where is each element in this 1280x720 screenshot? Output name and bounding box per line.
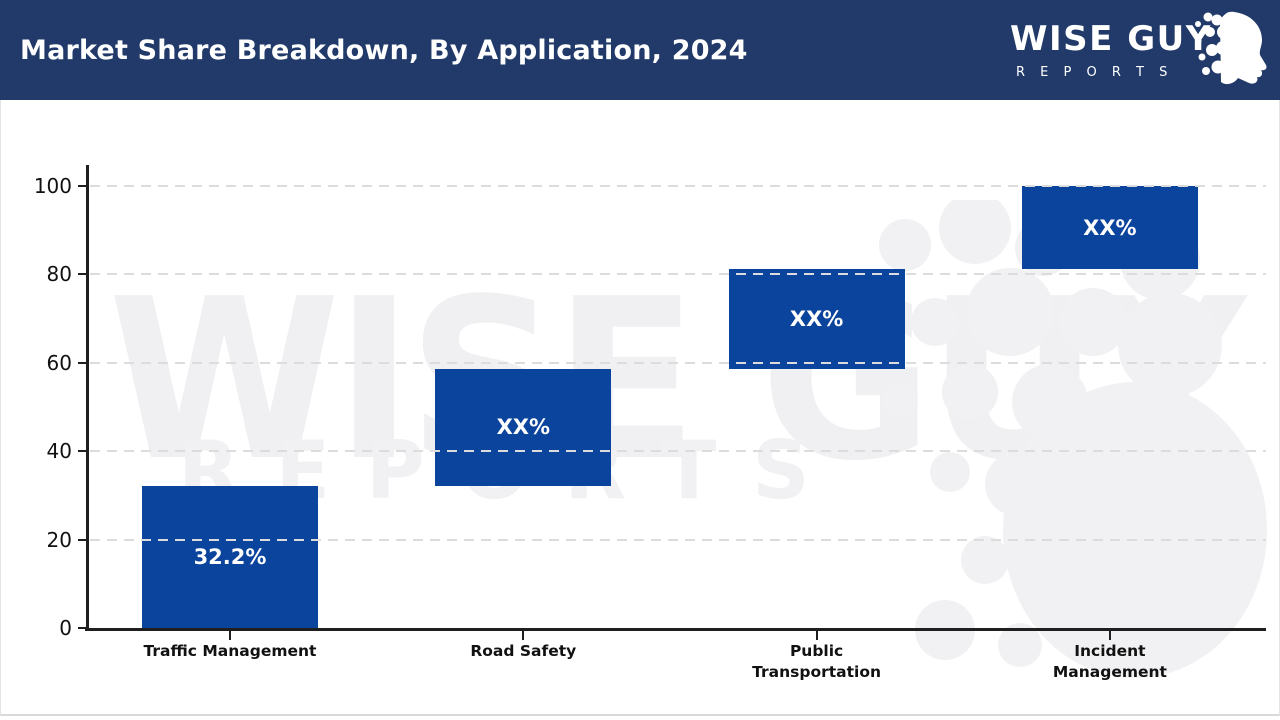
x-axis-label-line: Incident [1074,642,1146,660]
y-tick-label-40: 40 [46,439,72,464]
y-tick-80 [78,273,87,276]
y-tick-label-80: 80 [46,262,72,287]
y-tick-20 [78,538,87,541]
bar-incident-management [1021,186,1198,270]
x-tick-traffic-management [229,631,231,640]
x-axis-label-public-transportation: Public Transportation [687,641,947,683]
gridline-80 [90,273,1266,276]
gridline-20 [90,538,1266,541]
gridline-40 [90,450,1266,453]
bar-value-label-road-safety: XX% [496,415,551,440]
x-tick-incident-management [1108,631,1111,640]
x-axis-label-traffic-management: Traffic Management [100,641,360,662]
x-axis-label-line: Road Safety [470,642,577,660]
bar-road-safety [435,368,612,486]
y-tick-60 [78,361,87,364]
bar-value-label-public-transportation: XX% [789,306,844,331]
y-tick-40 [78,450,87,453]
x-axis-line [85,628,1266,631]
x-axis-label-line: Public [789,642,844,660]
x-axis-label-line: Transportation [752,663,882,681]
y-tick-label-60: 60 [46,350,72,375]
gridline-60 [90,361,1266,364]
bar-value-label-incident-management: XX% [1083,215,1137,240]
y-tick-label-20: 20 [46,527,72,552]
logo-face-icon [1195,11,1267,85]
logo-wordmark: WISE GUY [1010,19,1212,59]
x-axis-label-incident-management: Incident Management [980,641,1240,683]
wiseguy-logo: WISE GUY R E P O R T S [1010,11,1267,85]
logo-subtitle: R E P O R T S [1016,65,1173,80]
page-title: Market Share Breakdown, By Application, … [20,34,748,66]
bar-public-transportation [728,269,905,369]
gridline-100 [90,185,1266,187]
bar-traffic-management [142,485,318,628]
y-axis-line [86,165,89,631]
x-axis-label-road-safety: Road Safety [393,641,653,662]
y-tick-0 [78,627,87,629]
x-tick-road-safety [522,631,525,640]
x-tick-public-transportation [815,631,818,640]
y-tick-label-100: 100 [33,174,72,198]
y-tick-100 [78,185,87,187]
y-tick-label-0: 0 [59,616,72,640]
x-axis-label-line: Traffic Management [143,642,317,660]
header-bar: Market Share Breakdown, By Application, … [0,0,1280,100]
x-axis-label-line: Management [1052,663,1167,681]
bar-value-label-traffic-management: 32.2% [193,544,267,569]
